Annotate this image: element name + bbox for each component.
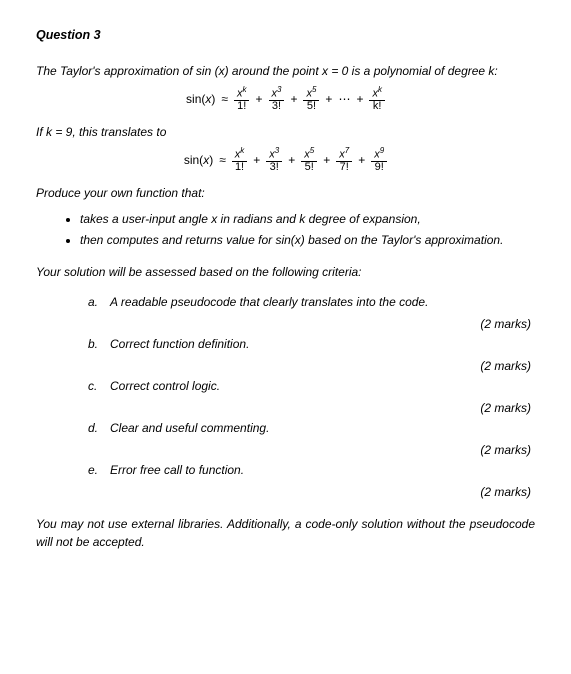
criteria-item: c.Correct control logic. (2 marks): [88, 377, 535, 417]
criteria-item: d.Clear and useful commenting. (2 marks): [88, 419, 535, 459]
criteria-marks: (2 marks): [88, 483, 535, 501]
criteria-label: e.: [88, 461, 110, 479]
criteria-list: a.A readable pseudocode that clearly tra…: [36, 293, 535, 501]
criteria-text: Clear and useful commenting.: [110, 419, 535, 437]
intro-paragraph-1: The Taylor's approximation of sin (x) ar…: [36, 62, 535, 80]
bullet-list: takes a user-input angle x in radians an…: [36, 210, 535, 249]
criteria-item: b.Correct function definition. (2 marks): [88, 335, 535, 375]
criteria-label: b.: [88, 335, 110, 353]
bullet-item: then computes and returns value for sin(…: [80, 231, 535, 249]
criteria-marks: (2 marks): [88, 399, 535, 417]
question-title: Question 3: [36, 28, 535, 42]
criteria-label: a.: [88, 293, 110, 311]
criteria-marks: (2 marks): [88, 315, 535, 333]
criteria-marks: (2 marks): [88, 357, 535, 375]
criteria-text: Correct control logic.: [110, 377, 535, 395]
criteria-text: Error free call to function.: [110, 461, 535, 479]
criteria-marks: (2 marks): [88, 441, 535, 459]
criteria-item: a.A readable pseudocode that clearly tra…: [88, 293, 535, 333]
intro-paragraph-2: If k = 9, this translates to: [36, 123, 535, 141]
criteria-text: Correct function definition.: [110, 335, 535, 353]
formula-2: sin(x)≈xk1!+x33!+x55!+x77!+x99!: [36, 147, 535, 174]
criteria-intro: Your solution will be assessed based on …: [36, 263, 535, 281]
criteria-item: e.Error free call to function. (2 marks): [88, 461, 535, 501]
footer-paragraph: You may not use external libraries. Addi…: [36, 515, 535, 551]
criteria-label: d.: [88, 419, 110, 437]
formula-lhs: sin(x): [186, 92, 215, 106]
produce-paragraph: Produce your own function that:: [36, 184, 535, 202]
bullet-item: takes a user-input angle x in radians an…: [80, 210, 535, 228]
criteria-label: c.: [88, 377, 110, 395]
formula-1: sin(x)≈xk1!+x33!+x55!+⋯+xkk!: [36, 86, 535, 113]
criteria-text: A readable pseudocode that clearly trans…: [110, 293, 535, 311]
formula-lhs: sin(x): [184, 153, 213, 167]
